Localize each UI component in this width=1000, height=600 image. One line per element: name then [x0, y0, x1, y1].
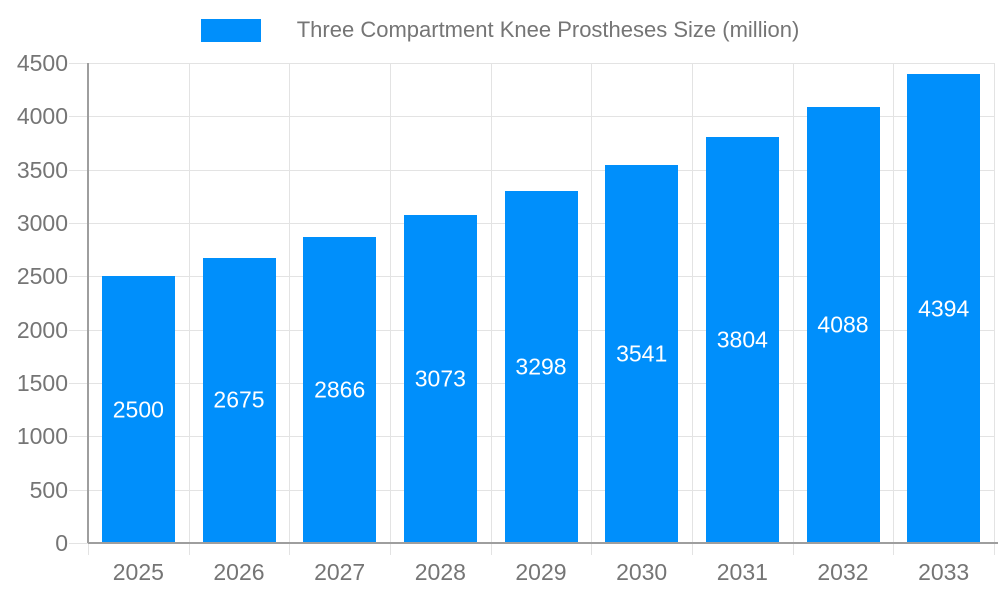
bar-value-label: 4088 [817, 311, 869, 338]
bar[interactable] [605, 165, 679, 543]
x-tick-mark [692, 543, 693, 555]
x-tick-mark [994, 543, 995, 555]
x-tick-mark [792, 543, 794, 555]
x-gridline [289, 63, 291, 543]
bar-value-label: 3541 [616, 340, 668, 367]
bar-value-label: 2675 [213, 386, 265, 413]
bar[interactable] [303, 237, 377, 543]
x-tick-mark [188, 543, 190, 555]
x-tick-label: 2031 [716, 559, 768, 585]
bar-value-label: 3804 [716, 326, 768, 353]
y-tick-label: 2000 [16, 316, 68, 343]
y-gridline [69, 63, 994, 64]
y-tick-label: 0 [55, 530, 68, 556]
y-tick-label: 500 [29, 476, 68, 503]
x-tick-label: 2026 [213, 559, 265, 585]
x-tick-label: 2028 [414, 559, 466, 585]
x-axis-line [88, 542, 998, 544]
x-gridline [692, 63, 693, 543]
x-gridline [188, 63, 190, 543]
bar-value-label: 2500 [112, 396, 164, 423]
bar[interactable] [705, 137, 779, 543]
y-axis-line [87, 63, 89, 543]
y-tick-label: 4000 [16, 103, 68, 130]
bar-value-label: 2866 [314, 376, 366, 403]
x-tick-label: 2027 [314, 559, 366, 585]
x-tick-mark [390, 543, 391, 555]
legend-swatch-icon [200, 18, 261, 42]
chart-legend[interactable]: Three Compartment Knee Prostheses Size (… [0, 14, 1000, 46]
bar[interactable] [806, 106, 880, 543]
bar-value-label: 3073 [414, 365, 466, 392]
x-tick-label: 2025 [112, 559, 164, 585]
y-tick-label: 4500 [16, 50, 68, 76]
y-tick-label: 3000 [16, 210, 68, 236]
x-tick-mark [88, 543, 89, 555]
x-tick-label: 2029 [515, 559, 567, 585]
y-tick-label: 1000 [16, 423, 68, 450]
bar[interactable] [403, 215, 477, 543]
bar-value-label: 4394 [918, 295, 970, 322]
y-tick-label: 1500 [16, 370, 68, 396]
y-gridline [69, 116, 994, 118]
bar-value-label: 3298 [515, 353, 567, 380]
x-gridline [591, 63, 593, 543]
x-gridline [893, 63, 895, 543]
y-tick-label: 3500 [16, 156, 68, 183]
x-gridline [390, 63, 391, 543]
x-tick-label: 2033 [918, 559, 970, 585]
x-gridline [490, 63, 492, 543]
x-gridline [792, 63, 794, 543]
x-gridline [994, 63, 995, 543]
legend-series-label: Three Compartment Knee Prostheses Size (… [296, 17, 800, 42]
x-tick-label: 2032 [817, 559, 869, 585]
x-tick-label: 2030 [616, 559, 668, 585]
bar[interactable] [202, 257, 276, 543]
bar[interactable] [504, 191, 578, 543]
x-tick-mark [289, 543, 291, 555]
bar[interactable] [907, 74, 981, 543]
bar[interactable] [101, 276, 175, 543]
x-tick-mark [591, 543, 593, 555]
y-tick-label: 2500 [16, 263, 68, 290]
x-tick-mark [893, 543, 895, 555]
y-gridline [69, 169, 994, 171]
x-tick-mark [490, 543, 492, 555]
